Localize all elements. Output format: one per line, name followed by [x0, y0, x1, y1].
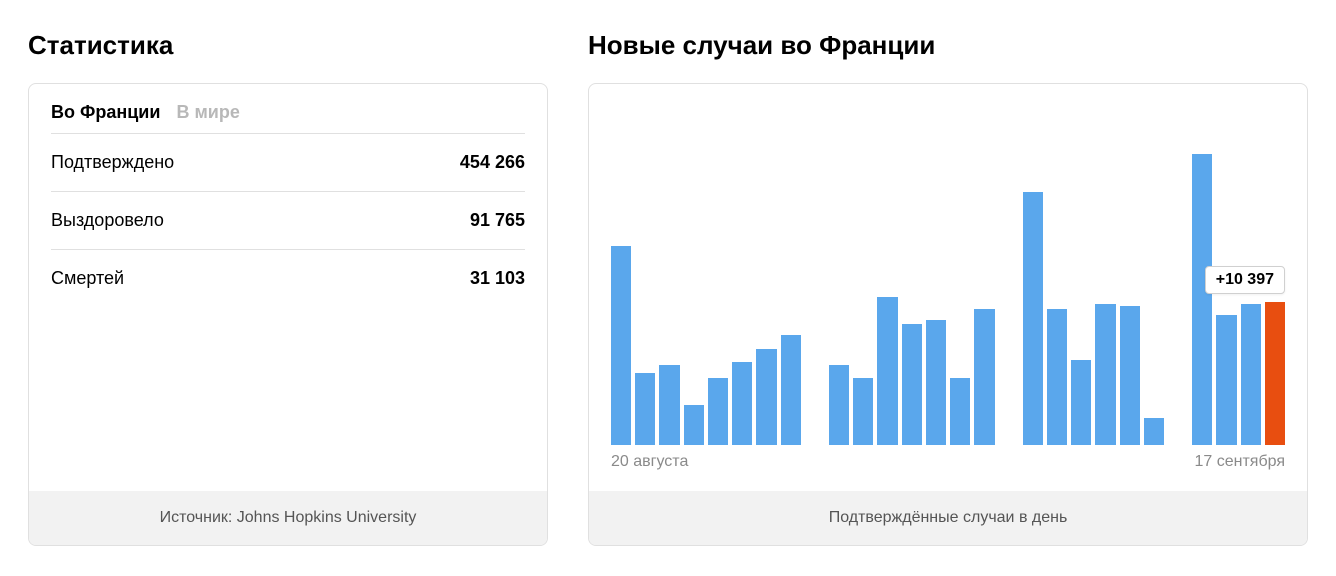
chart-bar[interactable]	[1023, 192, 1043, 445]
chart-footer: Подтверждённые случаи в день	[589, 491, 1307, 545]
chart-bar[interactable]	[1144, 418, 1164, 445]
chart-bars: +10 397	[611, 132, 1285, 445]
chart-bar[interactable]	[635, 373, 655, 445]
stats-tabs: Во Франции В мире	[51, 84, 525, 134]
stats-panel: Статистика Во Франции В мире Подтвержден…	[28, 30, 548, 546]
stats-source: Источник: Johns Hopkins University	[29, 491, 547, 545]
stat-value: 454 266	[460, 152, 525, 173]
chart-bar[interactable]	[829, 365, 849, 445]
stat-row-confirmed: Подтверждено 454 266	[51, 134, 525, 192]
chart-x-axis: 20 августа 17 сентября	[611, 445, 1285, 485]
chart-bar[interactable]	[611, 246, 631, 445]
stats-rows: Подтверждено 454 266 Выздоровело 91 765 …	[29, 134, 547, 307]
chart-bar[interactable]	[659, 365, 679, 445]
stat-label: Смертей	[51, 268, 124, 289]
x-axis-start: 20 августа	[611, 453, 688, 471]
chart-bar[interactable]	[781, 335, 801, 445]
chart-bar[interactable]	[756, 349, 776, 445]
stat-row-recovered: Выздоровело 91 765	[51, 192, 525, 250]
stat-value: 31 103	[470, 268, 525, 289]
chart-bar[interactable]	[708, 378, 728, 445]
chart-bar[interactable]	[902, 324, 922, 445]
chart-bar[interactable]	[732, 362, 752, 445]
chart-bar[interactable]	[877, 297, 897, 445]
chart-bar[interactable]	[1265, 302, 1285, 445]
stats-title: Статистика	[28, 30, 548, 61]
chart-highlight-badge: +10 397	[1205, 266, 1285, 294]
chart-bar[interactable]	[1071, 360, 1091, 445]
chart-bar[interactable]	[1241, 304, 1261, 445]
chart-bar[interactable]	[1095, 304, 1115, 445]
chart-bar[interactable]	[1047, 309, 1067, 445]
chart-area: +10 397 20 августа 17 сентября	[589, 84, 1307, 491]
chart-bar[interactable]	[974, 309, 994, 445]
x-axis-end: 17 сентября	[1194, 453, 1285, 471]
chart-bar[interactable]	[684, 405, 704, 445]
chart-bar[interactable]	[926, 320, 946, 445]
chart-panel: Новые случаи во Франции +10 397 20 авгус…	[588, 30, 1308, 546]
stats-card: Во Франции В мире Подтверждено 454 266 В…	[28, 83, 548, 546]
chart-bar[interactable]	[853, 378, 873, 445]
chart-card: +10 397 20 августа 17 сентября Подтвержд…	[588, 83, 1308, 546]
stat-label: Выздоровело	[51, 210, 164, 231]
tab-world[interactable]: В мире	[176, 102, 239, 123]
stat-row-deaths: Смертей 31 103	[51, 250, 525, 307]
stat-value: 91 765	[470, 210, 525, 231]
chart-bar[interactable]	[1216, 315, 1236, 445]
chart-bar[interactable]	[1192, 154, 1212, 445]
chart-bar[interactable]	[1120, 306, 1140, 445]
chart-bar[interactable]	[950, 378, 970, 445]
chart-title: Новые случаи во Франции	[588, 30, 1308, 61]
stat-label: Подтверждено	[51, 152, 174, 173]
tab-country[interactable]: Во Франции	[51, 102, 160, 123]
